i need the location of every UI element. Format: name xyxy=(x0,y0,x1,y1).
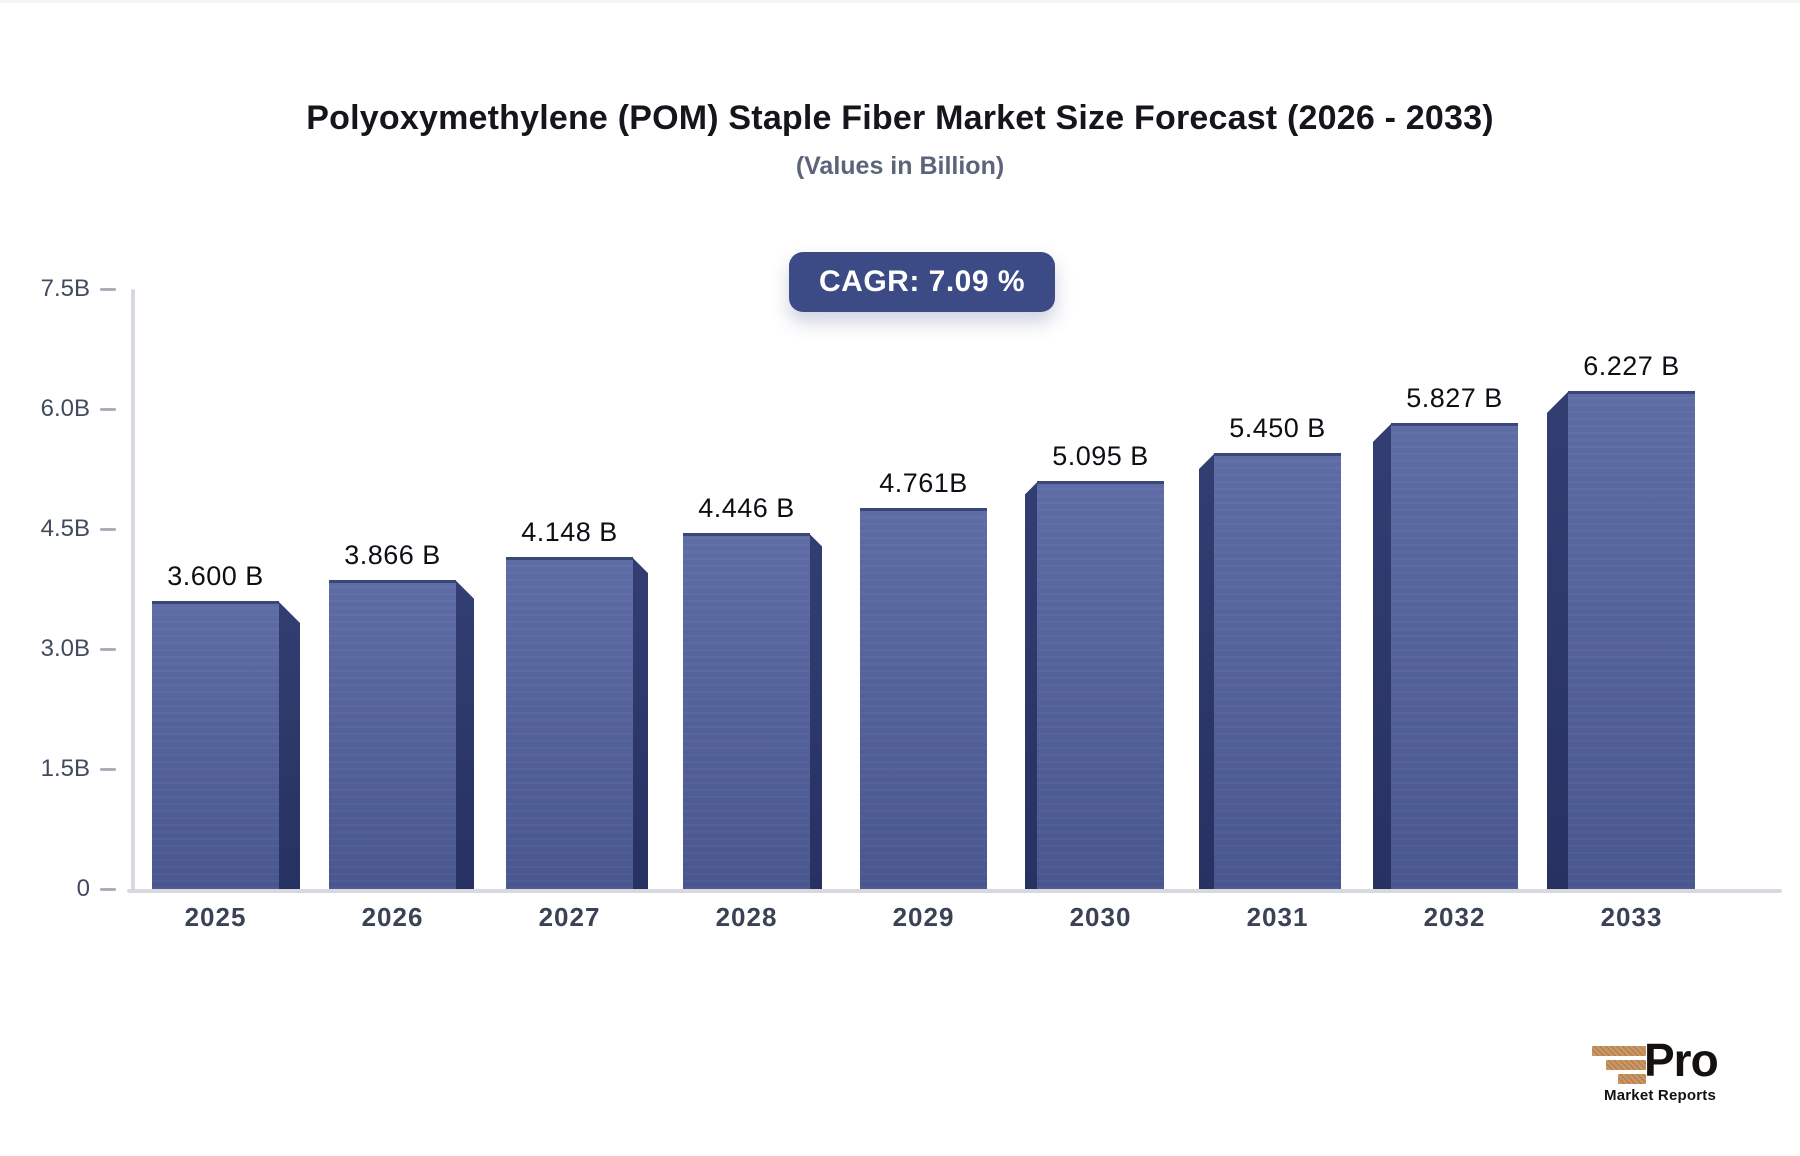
logo-bar-bottom xyxy=(1618,1074,1646,1084)
y-tick-dash xyxy=(100,407,116,411)
bar-value-label: 4.148 B xyxy=(521,517,618,548)
bar-texture xyxy=(683,536,810,889)
logo-row: Pro xyxy=(1592,1037,1782,1084)
x-tick-label: 2031 xyxy=(1246,902,1309,932)
bar-value-label: 4.446 B xyxy=(698,493,795,524)
plot-area: 3.600 B 3.866 B 4.148 B 4.446 B 4.761B 5.095 … xyxy=(127,289,1720,889)
x-axis-line xyxy=(127,889,1782,893)
bar-texture xyxy=(1568,393,1695,889)
y-tick-label: 0 xyxy=(76,875,90,902)
y-tick-label: 1.5B xyxy=(40,755,90,782)
y-tick-dash xyxy=(100,647,116,651)
bar-group-2031: 5.450 B xyxy=(1189,289,1366,889)
y-tick-label: 4.5B xyxy=(40,515,90,542)
x-tick-label: 2025 xyxy=(184,902,247,932)
bar xyxy=(683,533,810,889)
y-tick-dash xyxy=(100,287,116,291)
bar xyxy=(1568,390,1695,889)
bar xyxy=(506,557,633,889)
bar xyxy=(329,579,456,889)
cagr-badge: CAGR: 7.09 % xyxy=(789,252,1056,312)
bar-value-label: 4.761B xyxy=(879,468,968,499)
bar-side-face xyxy=(809,533,822,889)
bar-group-2028: 4.446 B xyxy=(658,289,835,889)
x-tick-label: 2033 xyxy=(1600,902,1663,932)
bar-group-2026: 3.866 B xyxy=(304,289,481,889)
chart-title: Polyoxymethylene (POM) Staple Fiber Mark… xyxy=(306,99,1494,137)
bar-side-face xyxy=(632,557,648,889)
logo: Pro Market Reports xyxy=(1592,1037,1782,1104)
bar-value-label: 3.600 B xyxy=(167,561,264,591)
x-tick-label: 2032 xyxy=(1423,902,1486,932)
bar-side-face xyxy=(1547,390,1569,889)
bar-group-2033: 6.227 B xyxy=(1543,289,1720,889)
bar-group-2029: 4.761B xyxy=(835,289,1012,889)
bar-value-label: 6.227 B xyxy=(1583,350,1680,381)
bar-side-face xyxy=(1373,422,1392,889)
logo-bars-icon xyxy=(1592,1046,1646,1084)
y-tick-label: 7.5B xyxy=(40,275,90,302)
logo-bar-middle xyxy=(1606,1060,1646,1070)
bar-texture xyxy=(1214,456,1341,889)
y-tick-label: 3.0B xyxy=(40,635,90,662)
y-tick-dash xyxy=(100,767,116,771)
bar-group-2032: 5.827 B xyxy=(1366,289,1543,889)
chart-subtitle: (Values in Billion) xyxy=(795,152,1005,180)
x-tick-label: 2030 xyxy=(1069,902,1132,932)
bar xyxy=(1037,481,1164,889)
bar xyxy=(1214,453,1341,889)
bar-side-face xyxy=(278,601,300,889)
x-axis-labels: 2025 2026 2027 2028 2029 2030 2031 2032 2033 xyxy=(127,902,1720,933)
bar-side-face xyxy=(455,579,474,889)
x-tick-label: 2028 xyxy=(715,902,778,932)
bar-texture xyxy=(1391,425,1518,889)
bar-value-label: 5.095 B xyxy=(1052,441,1149,472)
bar-texture xyxy=(329,582,456,889)
logo-name: Pro xyxy=(1644,1034,1719,1086)
bar-texture xyxy=(152,604,279,889)
bar xyxy=(1391,422,1518,889)
x-tick-label: 2029 xyxy=(892,902,955,932)
bar xyxy=(152,601,279,889)
bar xyxy=(860,508,987,889)
y-tick-dash xyxy=(100,887,116,891)
logo-bar-top xyxy=(1592,1046,1646,1056)
bar-texture xyxy=(506,560,633,889)
bar-value-label: 5.450 B xyxy=(1229,413,1326,443)
bar-group-2027: 4.148 B xyxy=(481,289,658,889)
bar-value-label: 3.866 B xyxy=(344,539,441,570)
logo-tagline: Market Reports xyxy=(1604,1087,1716,1104)
y-tick-dash xyxy=(100,527,116,531)
bar-side-face xyxy=(1199,453,1215,889)
bar-side-face xyxy=(1025,481,1038,889)
bar-texture xyxy=(860,511,987,889)
bar-group-2025: 3.600 B xyxy=(127,289,304,889)
x-tick-label: 2026 xyxy=(361,902,424,932)
bar-value-label: 5.827 B xyxy=(1406,382,1503,413)
y-axis-line xyxy=(131,289,135,893)
y-tick-label: 6.0B xyxy=(40,395,90,422)
bar-texture xyxy=(1037,484,1164,889)
bar-group-2030: 5.095 B xyxy=(1012,289,1189,889)
x-tick-label: 2027 xyxy=(538,902,601,932)
